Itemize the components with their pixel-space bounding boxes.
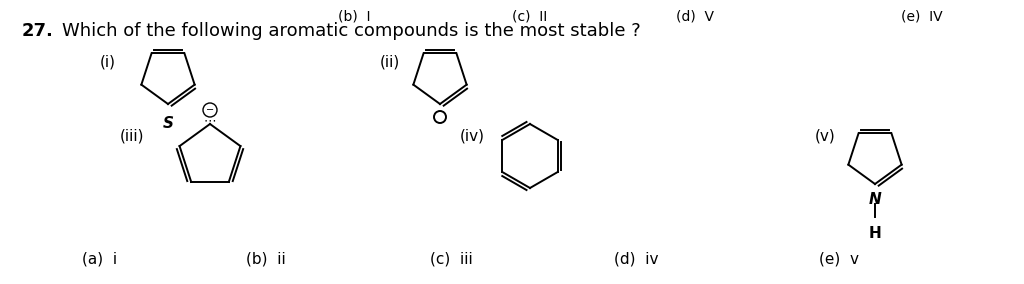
Text: (d)  V: (d) V xyxy=(676,9,714,23)
Text: N: N xyxy=(868,192,882,207)
Text: (b)  I: (b) I xyxy=(338,9,371,23)
Text: (v): (v) xyxy=(815,128,836,143)
Text: (d)  iv: (d) iv xyxy=(614,251,658,266)
Text: 27.: 27. xyxy=(22,22,54,40)
Text: (iv): (iv) xyxy=(460,128,485,143)
Text: (c)  II: (c) II xyxy=(512,9,547,23)
Text: ⋯: ⋯ xyxy=(204,114,216,128)
Text: Which of the following aromatic compounds is the most stable ?: Which of the following aromatic compound… xyxy=(62,22,641,40)
Text: (ii): (ii) xyxy=(380,55,400,70)
Text: (e)  IV: (e) IV xyxy=(901,9,943,23)
Text: (b)  ii: (b) ii xyxy=(246,251,286,266)
Circle shape xyxy=(434,111,446,123)
Text: (c)  iii: (c) iii xyxy=(430,251,473,266)
Circle shape xyxy=(203,103,217,117)
Text: −: − xyxy=(206,105,214,115)
Text: H: H xyxy=(868,226,882,241)
Text: (e)  v: (e) v xyxy=(819,251,859,266)
Text: S: S xyxy=(163,116,173,131)
Text: (a)  i: (a) i xyxy=(82,251,117,266)
Text: (iii): (iii) xyxy=(120,128,144,143)
Text: (i): (i) xyxy=(100,55,116,70)
